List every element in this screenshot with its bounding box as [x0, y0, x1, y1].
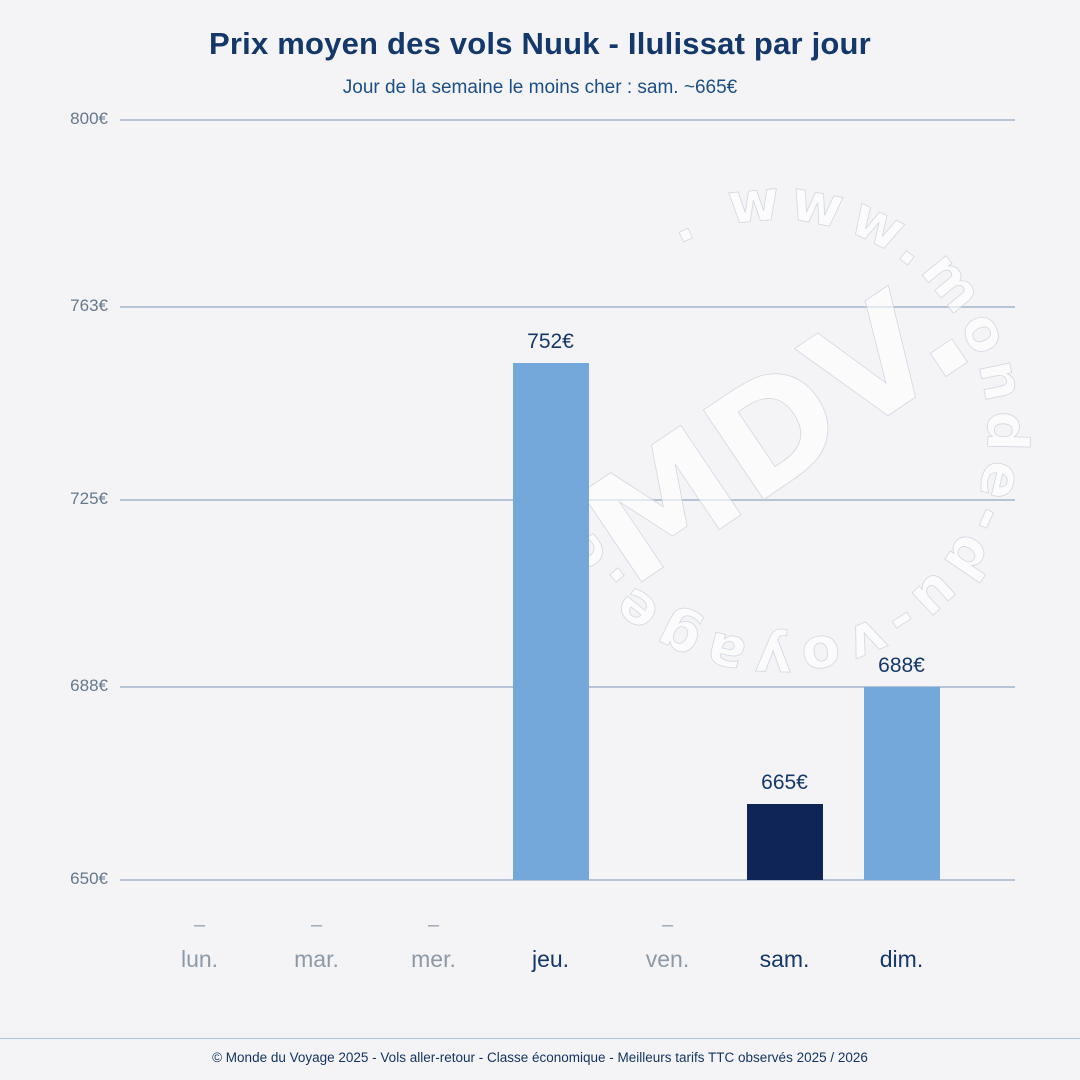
no-data-marker-mer: – [427, 914, 440, 936]
no-data-marker-ven: – [661, 914, 674, 936]
x-label-mar: mar. [294, 946, 339, 972]
bar-sam [746, 804, 823, 880]
gridline [120, 119, 1015, 121]
gridline [120, 879, 1015, 881]
bars-area: 752€ 665€ 688€ [141, 120, 960, 880]
x-label-lun: lun. [180, 946, 219, 972]
y-tick-label: 800€ [70, 109, 108, 128]
chart-title: Prix moyen des vols Nuuk - Ilulissat par… [209, 26, 871, 61]
bar-dim [863, 687, 940, 880]
x-label-mer: mer. [411, 946, 456, 972]
chart-subtitle: Jour de la semaine le moins cher : sam. … [342, 77, 738, 98]
gridline [120, 306, 1015, 309]
x-label-sam: sam. [759, 946, 810, 972]
no-data-marker-mar: – [310, 914, 323, 936]
y-tick-label: 725€ [70, 489, 108, 508]
watermark-stamp: . www.monde-du-voyage.com MDV. [495, 148, 1060, 713]
x-label-dim: dim. [879, 946, 924, 972]
bar-value-label-dim: 688€ [878, 654, 925, 678]
bar-jeu [512, 363, 589, 880]
x-label-ven: ven. [645, 946, 690, 972]
footer-text: © Monde du Voyage 2025 - Vols aller-reto… [212, 1050, 868, 1065]
y-tick-label: 763€ [70, 296, 108, 316]
footer: © Monde du Voyage 2025 - Vols aller-reto… [0, 1038, 1080, 1080]
x-label-jeu: jeu. [531, 946, 570, 972]
y-axis: 800€ 763€ 725€ 688€ 650€ [0, 109, 108, 888]
x-axis: – lun. – mar. – mer. jeu. – ven. sam. dim. [141, 880, 960, 1010]
y-tick-label: 650€ [70, 869, 108, 888]
bar-value-label-jeu: 752€ [527, 330, 574, 354]
no-data-marker-lun: – [193, 914, 206, 936]
y-tick-label: 688€ [70, 676, 108, 696]
bar-value-label-sam: 665€ [761, 771, 808, 794]
